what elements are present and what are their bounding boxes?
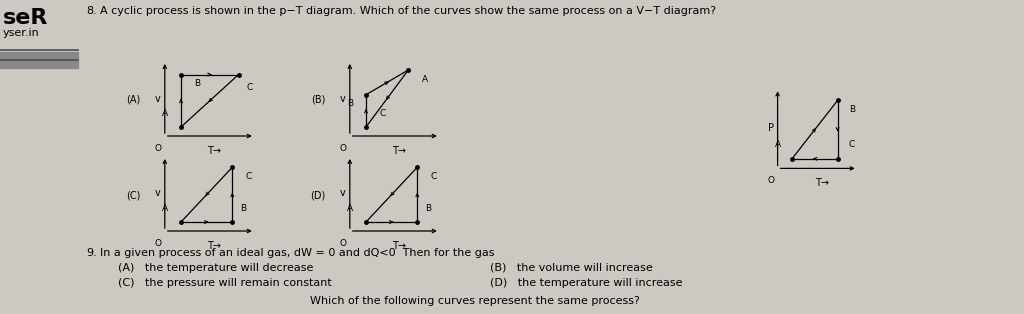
Text: O: O <box>340 144 347 153</box>
Text: yser.in: yser.in <box>3 28 40 38</box>
Text: (C)   the pressure will remain constant: (C) the pressure will remain constant <box>118 278 332 288</box>
Text: v: v <box>155 188 161 198</box>
Text: P: P <box>768 123 773 133</box>
Text: A: A <box>162 204 168 213</box>
Text: B: B <box>195 79 201 88</box>
Text: (D)   the temperature will increase: (D) the temperature will increase <box>490 278 683 288</box>
Text: O: O <box>340 239 347 248</box>
Text: v: v <box>340 94 346 104</box>
Text: O: O <box>155 239 162 248</box>
Text: 9.: 9. <box>86 248 96 258</box>
Text: B: B <box>849 106 855 115</box>
Text: C: C <box>849 140 855 149</box>
Text: B: B <box>240 204 246 213</box>
Text: (B): (B) <box>311 95 326 105</box>
Text: C: C <box>430 172 436 181</box>
Text: seR: seR <box>3 8 48 28</box>
Text: T→: T→ <box>392 241 407 251</box>
Text: C: C <box>246 172 252 181</box>
Text: O: O <box>155 144 162 153</box>
Text: T→: T→ <box>392 146 407 156</box>
Text: A: A <box>422 74 428 84</box>
Text: (D): (D) <box>310 190 326 200</box>
Text: v: v <box>340 188 346 198</box>
Text: C: C <box>379 109 385 118</box>
Text: In a given process of an ideal gas, dW = 0 and dQ<0  Then for the gas: In a given process of an ideal gas, dW =… <box>100 248 495 258</box>
Bar <box>0 52 78 68</box>
Text: C: C <box>247 84 253 93</box>
Text: B: B <box>425 204 431 213</box>
Text: A: A <box>162 109 168 118</box>
Text: (B)   the volume will increase: (B) the volume will increase <box>490 263 652 273</box>
Text: 8.: 8. <box>86 6 96 16</box>
Text: T→: T→ <box>815 178 828 188</box>
Text: (A)   the temperature will decrease: (A) the temperature will decrease <box>118 263 313 273</box>
Text: O: O <box>768 176 774 185</box>
Text: T→: T→ <box>207 241 221 251</box>
Text: B: B <box>347 99 353 108</box>
Text: A: A <box>774 140 780 149</box>
Text: A cyclic process is shown in the p−T diagram. Which of the curves show the same : A cyclic process is shown in the p−T dia… <box>100 6 716 16</box>
Text: (A): (A) <box>126 95 140 105</box>
Text: v: v <box>155 94 161 104</box>
Text: Which of the following curves represent the same process?: Which of the following curves represent … <box>310 296 640 306</box>
Text: (C): (C) <box>126 190 140 200</box>
Text: T→: T→ <box>207 146 221 156</box>
Text: A: A <box>347 204 353 213</box>
